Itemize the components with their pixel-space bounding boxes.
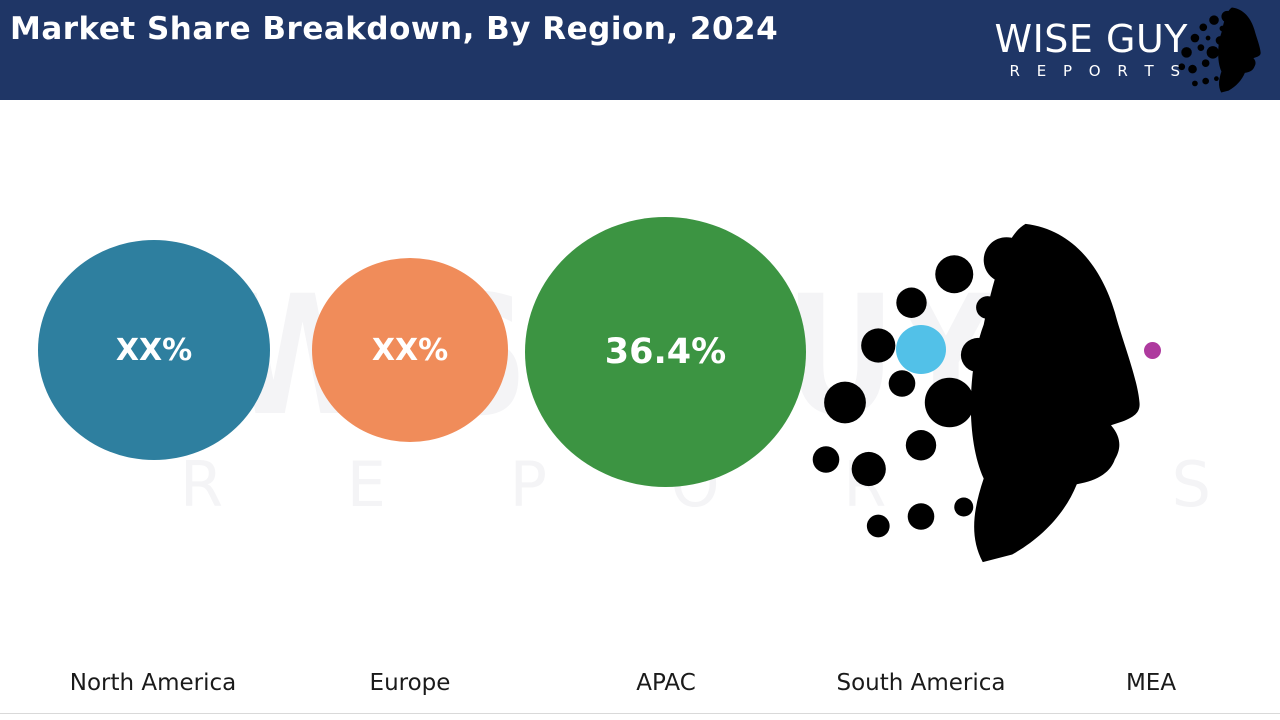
category-label-apac: APAC	[636, 670, 696, 696]
category-label-mea: MEA	[1125, 670, 1177, 696]
bubble-chart: WISE GUY R E P O R T S XX% XX% 36.4% Nor…	[0, 100, 1280, 720]
watermark-head-icon	[812, 223, 1140, 563]
wise-guy-reports-logo: WISE GUY R E P O R T S	[995, 4, 1268, 96]
category-label-north-america: North America	[69, 670, 237, 696]
page-title: Market Share Breakdown, By Region, 2024	[10, 11, 779, 47]
bubble-south-america	[896, 325, 946, 374]
bubble-north-america-value: XX%	[115, 332, 193, 368]
bubble-apac: 36.4%	[525, 217, 806, 487]
bubble-europe-value: XX%	[371, 332, 449, 368]
logo-wordmark: WISE GUY R E P O R T S	[994, 17, 1188, 80]
bubble-north-america: XX%	[38, 240, 270, 460]
bubble-mea	[1144, 342, 1161, 359]
category-label-south-america: South America	[836, 670, 1006, 696]
header-bar: Market Share Breakdown, By Region, 2024 …	[0, 0, 1280, 100]
x-axis-line	[0, 713, 1280, 714]
category-label-europe: Europe	[369, 670, 451, 696]
bubble-europe: XX%	[312, 258, 508, 442]
logo-wordmark-line2: R E P O R T S	[1009, 61, 1186, 80]
bubble-apac-value: 36.4%	[604, 332, 727, 372]
logo-wordmark-line1: WISE GUY	[994, 17, 1188, 62]
